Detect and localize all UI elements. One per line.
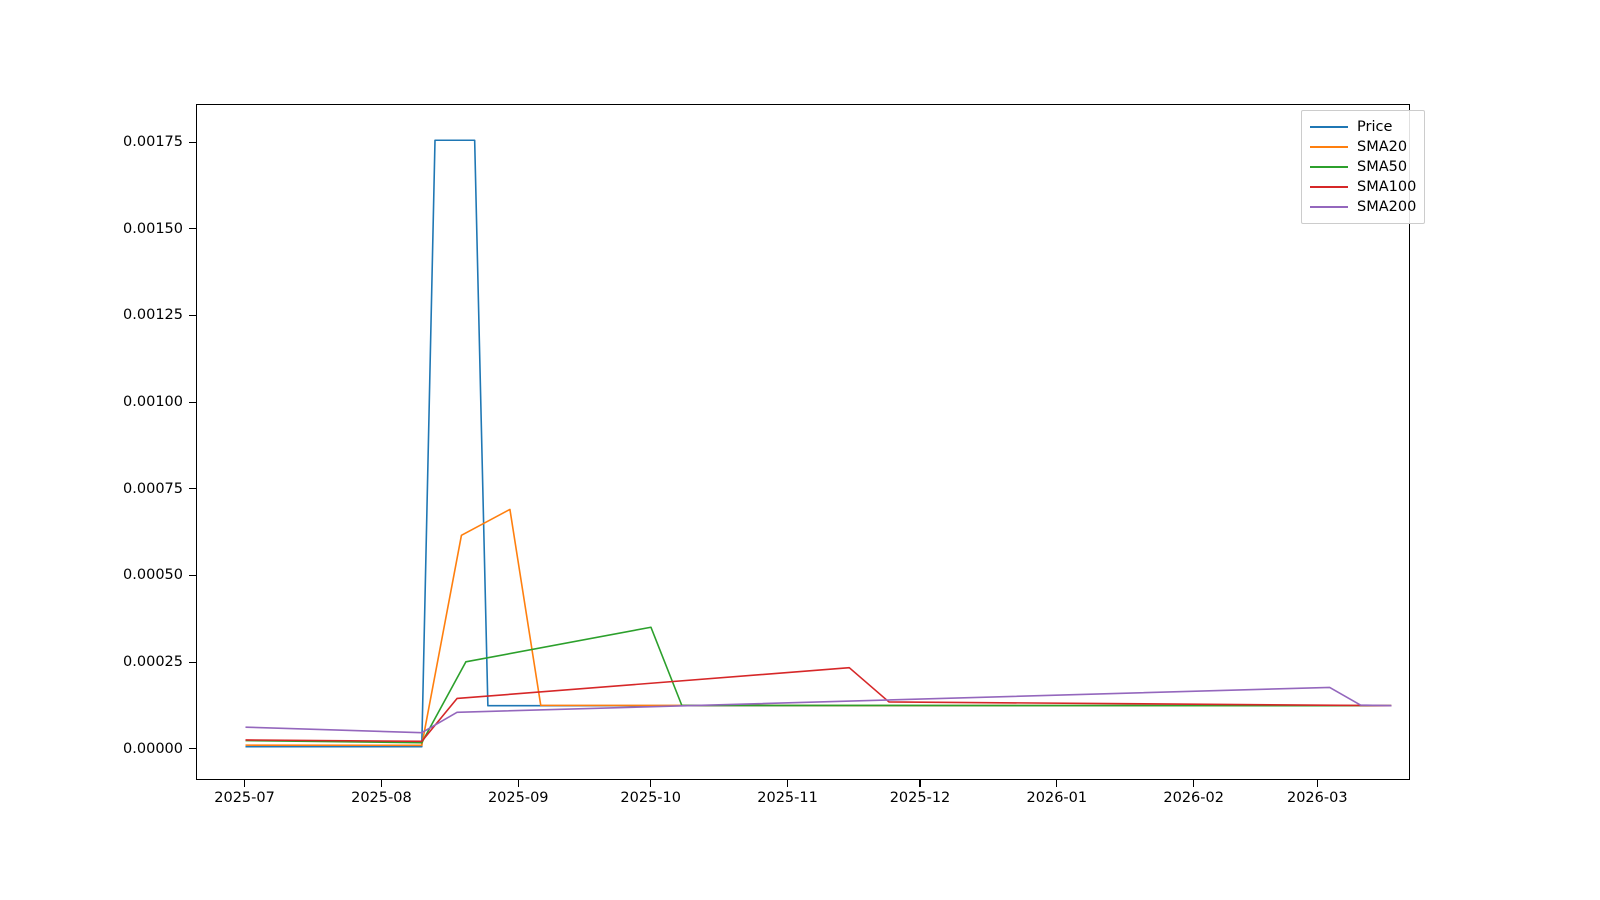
- x-tick-mark: [787, 780, 789, 787]
- x-tick-mark: [1056, 780, 1058, 787]
- y-tick-mark: [189, 314, 196, 317]
- y-tick-label: 0.00075: [123, 480, 183, 497]
- y-tick-label: 0.00050: [123, 567, 183, 584]
- chart-legend[interactable]: Price SMA20 SMA50 SMA100 SMA200: [1301, 110, 1426, 224]
- legend-line-swatch: [1310, 206, 1348, 208]
- x-tick-label: 2025-09: [487, 790, 549, 806]
- y-tick-label: 0.00100: [123, 394, 183, 411]
- y-tick-label: 0.00150: [123, 220, 183, 237]
- legend-label: SMA200: [1357, 198, 1417, 215]
- x-tick-mark: [517, 780, 519, 787]
- legend-line-swatch: [1310, 166, 1348, 168]
- series-line-sma200: [245, 687, 1391, 732]
- x-tick-label: 2025-11: [757, 790, 818, 806]
- legend-entry-price[interactable]: Price: [1310, 117, 1416, 137]
- x-tick-mark: [1316, 780, 1318, 787]
- series-line-sma100: [245, 668, 1391, 742]
- y-tick-mark: [189, 748, 196, 750]
- x-tick-label: 2026-02: [1163, 790, 1224, 806]
- legend-entry-sma200[interactable]: SMA200: [1310, 197, 1416, 217]
- series-line-price: [245, 140, 1391, 746]
- legend-label: SMA50: [1357, 158, 1408, 175]
- x-tick-mark: [650, 780, 652, 787]
- x-tick-label: 2026-01: [1026, 790, 1088, 806]
- y-tick-mark: [189, 574, 196, 577]
- y-tick-label: 0.00025: [123, 654, 183, 671]
- legend-label: Price: [1357, 118, 1393, 135]
- y-tick-mark: [189, 228, 196, 230]
- series-line-sma20: [245, 509, 1391, 745]
- x-tick-label: 2025-07: [214, 790, 275, 806]
- y-tick-label: 0.00125: [123, 307, 183, 324]
- y-tick-mark: [189, 401, 196, 403]
- x-tick-mark: [1193, 780, 1195, 787]
- y-tick-mark: [189, 141, 196, 143]
- x-tick-label: 2025-08: [351, 790, 412, 806]
- legend-entry-sma20[interactable]: SMA20: [1310, 137, 1416, 157]
- series-line-sma50: [245, 627, 1391, 742]
- y-tick-label: 0.00000: [123, 740, 183, 757]
- x-tick-label: 2025-12: [889, 790, 951, 806]
- chart-lines: [197, 105, 1409, 779]
- x-tick-mark: [380, 780, 382, 787]
- y-tick-mark: [189, 488, 196, 490]
- legend-line-swatch: [1310, 126, 1348, 128]
- y-tick-mark: [189, 661, 196, 663]
- y-tick-label: 0.00175: [123, 134, 183, 151]
- x-tick-label: 2026-03: [1286, 790, 1348, 806]
- plot-axes: [196, 104, 1410, 780]
- x-tick-label: 2025-10: [620, 790, 681, 806]
- legend-label: SMA100: [1357, 178, 1417, 195]
- legend-line-swatch: [1310, 186, 1348, 188]
- legend-entry-sma50[interactable]: SMA50: [1310, 157, 1416, 177]
- x-tick-mark: [244, 780, 246, 787]
- y-axis-tick-labels: 0.00000 0.00025 0.00050 0.00075 0.00100 0.001…: [0, 0, 183, 900]
- legend-label: SMA20: [1357, 138, 1408, 155]
- x-tick-mark: [919, 780, 921, 787]
- legend-line-swatch: [1310, 146, 1348, 148]
- legend-entry-sma100[interactable]: SMA100: [1310, 177, 1416, 197]
